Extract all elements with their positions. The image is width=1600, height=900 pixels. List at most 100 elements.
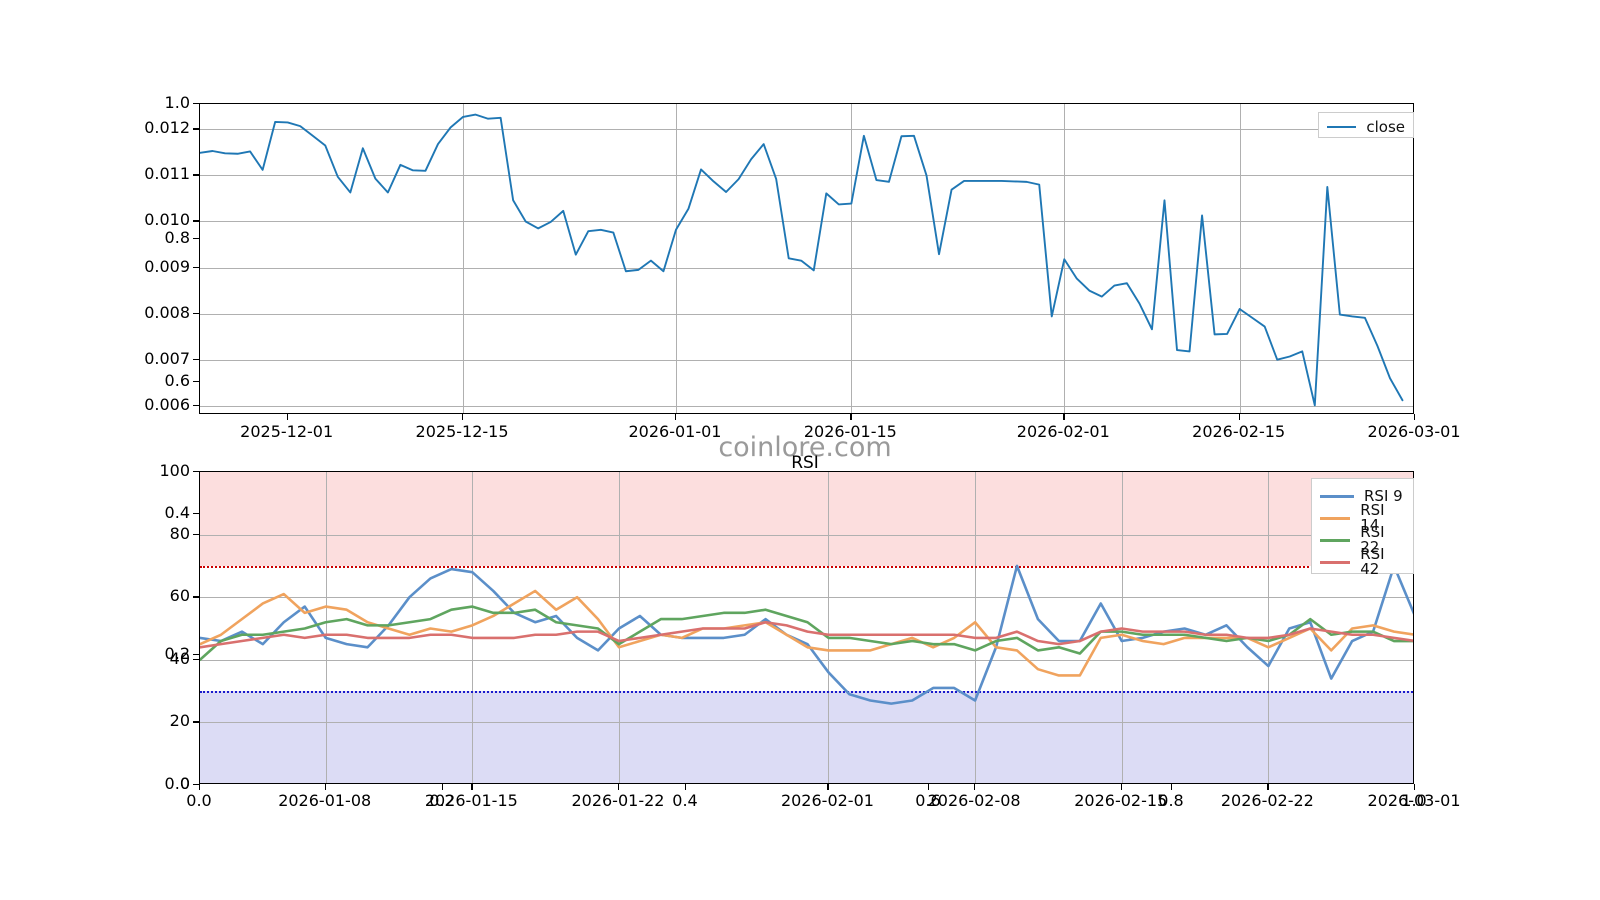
price-y-tick-label: 0.007 <box>144 348 190 368</box>
price-y-tick-label: 0.009 <box>144 256 190 276</box>
oversold-zone <box>200 691 1413 783</box>
price-x-tick-label: 2026-02-01 <box>1016 422 1110 441</box>
rsi-legend-item[interactable]: RSI 9 <box>1320 485 1403 507</box>
rsi-x-tick-alt-label: 0.4 <box>672 791 698 810</box>
legend-swatch-icon <box>1320 516 1351 520</box>
rsi-legend-item[interactable]: RSI 14 <box>1320 503 1403 533</box>
rsi-legend[interactable]: RSI 9 RSI 14 RSI 22 RSI 42 <box>1311 478 1414 577</box>
rsi-x-tick-alt-label: 0.2 <box>429 791 455 810</box>
price-plot-area[interactable] <box>199 103 1414 414</box>
price-gridline-h <box>200 359 1413 361</box>
rsi-x-tick-label: 2026-02-08 <box>927 791 1021 810</box>
price-x-tickmark <box>462 414 464 420</box>
rsi-x-tickmark-alt <box>199 784 201 790</box>
price-gridline-v <box>1239 104 1241 413</box>
rsi-y-tickmark <box>193 658 199 661</box>
price-y-tickmark <box>193 128 199 130</box>
price-x-tick-label: 2026-03-01 <box>1367 422 1461 441</box>
price-gridline-h <box>200 175 1413 177</box>
rsi-x-tickmark-alt <box>1171 784 1173 790</box>
rsi-y-tick-label: 100 <box>159 461 190 480</box>
rsi-legend-label: RSI 14 <box>1360 501 1385 534</box>
rsi-gridline-h <box>200 659 1413 661</box>
price-x-tick-label: 2025-12-01 <box>240 422 334 441</box>
rsi-legend-item[interactable]: RSI 22 <box>1320 525 1403 555</box>
rsi-y-tick-alt-label: 0.4 <box>164 503 190 522</box>
price-x-tick-label: 2026-02-15 <box>1192 422 1286 441</box>
rsi-y-tick-label: 60 <box>169 586 190 606</box>
price-y-tickmark-alt <box>193 238 199 240</box>
price-gridline-h <box>200 129 1413 131</box>
price-x-tickmark <box>286 414 289 420</box>
legend-swatch-icon <box>1320 494 1354 498</box>
rsi-x-tickmark-alt <box>928 784 930 790</box>
rsi-legend-label: RSI 9 <box>1364 486 1403 505</box>
price-x-tickmark <box>850 414 852 420</box>
price-y-tick-label: 0.011 <box>144 164 190 184</box>
rsi-series-rsi-9 <box>200 564 1413 705</box>
rsi-x-tickmark-alt <box>1414 784 1416 790</box>
price-series-close <box>200 113 1404 407</box>
rsi-y-tickmark <box>193 471 199 473</box>
price-x-tickmark <box>1063 414 1065 420</box>
price-x-tick-label: 2026-01-15 <box>803 422 897 441</box>
rsi-x-tick-alt-label: 1.0 <box>1401 791 1427 810</box>
rsi-x-tick-alt-label: 0.0 <box>186 791 212 810</box>
price-x-tickmark <box>1414 414 1416 420</box>
legend-swatch-icon <box>1327 126 1357 128</box>
price-y-tickmark <box>193 266 199 268</box>
price-y-tickmark <box>193 220 199 222</box>
rsi-x-tickmark <box>827 784 829 790</box>
price-legend[interactable]: close <box>1318 112 1414 138</box>
rsi-gridline-v <box>472 472 474 783</box>
rsi-x-tick-label: 2026-01-08 <box>278 791 372 810</box>
rsi-title: RSI <box>791 453 819 473</box>
rsi-x-tick-alt-label: 0.8 <box>1158 791 1184 810</box>
rsi-gridline-v <box>975 472 977 783</box>
price-gridline-v <box>675 104 677 413</box>
rsi-x-tickmark-alt <box>685 784 687 790</box>
rsi-x-tick-label: 2026-02-01 <box>780 791 874 810</box>
rsi-gridline-v <box>828 472 830 783</box>
rsi-x-tickmark <box>324 784 327 790</box>
legend-swatch-icon <box>1320 560 1351 564</box>
price-y-tick-label: 0.012 <box>144 118 190 138</box>
price-x-tickmark <box>674 414 677 420</box>
price-gridline-h <box>200 221 1413 223</box>
rsi-y-tickmark <box>193 533 199 535</box>
rsi-plot-area[interactable] <box>199 471 1414 784</box>
price-y-tick-alt-label: 0.6 <box>164 371 190 390</box>
rsi-y-tick-label: 0 <box>179 774 190 793</box>
price-y-tick-label: 0.010 <box>144 210 190 230</box>
price-y-tickmark <box>193 312 199 315</box>
price-y-tick-alt-label: 1.0 <box>164 93 190 112</box>
price-line-series <box>200 113 1404 407</box>
rsi-y-tick-label: 20 <box>169 711 190 731</box>
rsi-y-tickmark <box>193 596 199 598</box>
rsi-x-tickmark <box>1120 784 1123 790</box>
rsi-y-tickmark-alt <box>193 513 199 515</box>
rsi-legend-item[interactable]: RSI 42 <box>1320 547 1403 577</box>
rsi-x-tick-label: 2026-02-22 <box>1220 791 1314 810</box>
price-legend-item[interactable]: close <box>1327 116 1405 138</box>
rsi-y-tick-label: 40 <box>169 648 190 668</box>
rsi-gridline-h <box>200 597 1413 599</box>
rsi-y-tickmark-alt <box>193 784 199 786</box>
rsi-line-series <box>200 564 1413 705</box>
price-gridline-v <box>851 104 853 413</box>
rsi-x-tick-label: 2026-01-22 <box>571 791 665 810</box>
rsi-x-tick-label: 2026-01-15 <box>424 791 518 810</box>
price-x-tickmark <box>1238 414 1241 420</box>
rsi-y-tickmark <box>193 721 199 723</box>
price-y-tick-alt-label: 0.8 <box>164 228 190 247</box>
rsi-x-tickmark <box>974 784 976 790</box>
rsi-y-tick-alt-label: 0.2 <box>164 644 190 663</box>
price-panel: 0.012 0.011 0.010 0.009 0.008 0.007 0.006 1.0 0… <box>144 93 1461 441</box>
price-x-tick-label: 2026-01-01 <box>628 422 722 441</box>
oversold-level-line <box>200 691 1413 694</box>
rsi-legend-label: RSI 42 <box>1360 545 1385 578</box>
rsi-legend-label: RSI 22 <box>1360 523 1385 556</box>
rsi-x-tickmark <box>471 784 473 790</box>
